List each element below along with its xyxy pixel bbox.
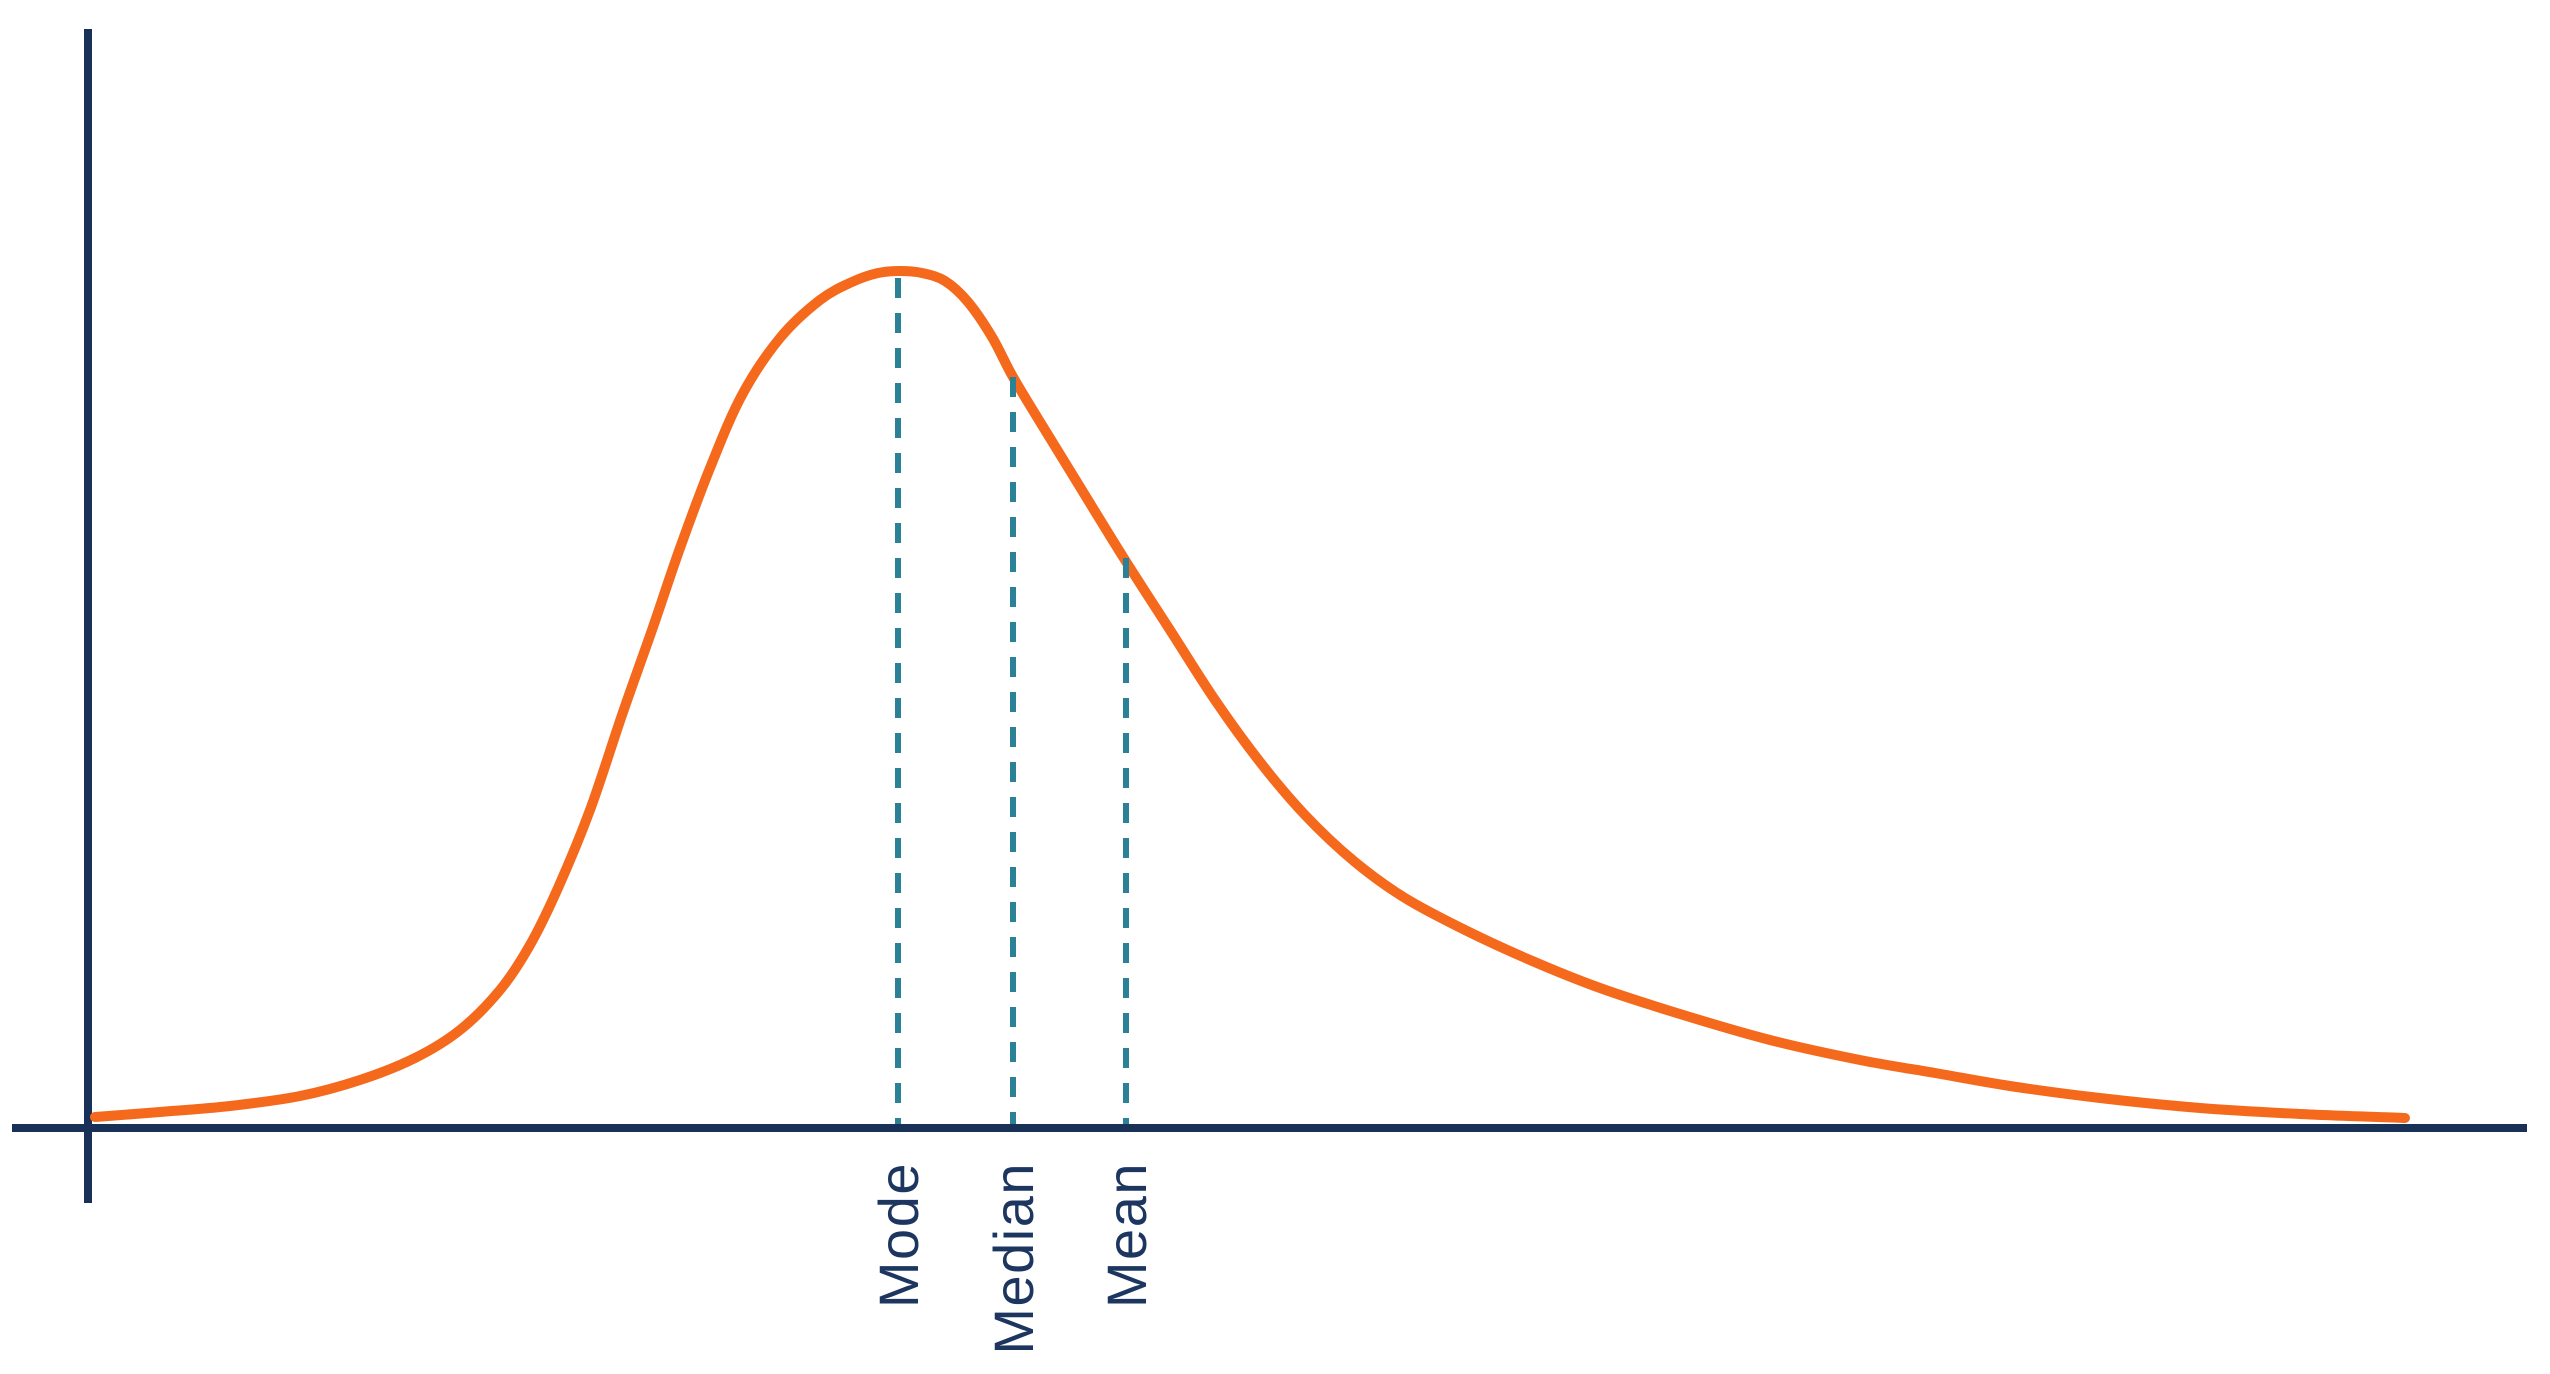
distribution-curve	[90, 266, 2410, 1123]
mean-marker: Mean	[1095, 558, 1158, 1308]
median-label: Median	[982, 1162, 1045, 1355]
mean-label: Mean	[1095, 1162, 1158, 1308]
mode-label: Mode	[867, 1162, 930, 1308]
mode-marker: Mode	[867, 278, 930, 1308]
median-marker: Median	[982, 377, 1045, 1355]
